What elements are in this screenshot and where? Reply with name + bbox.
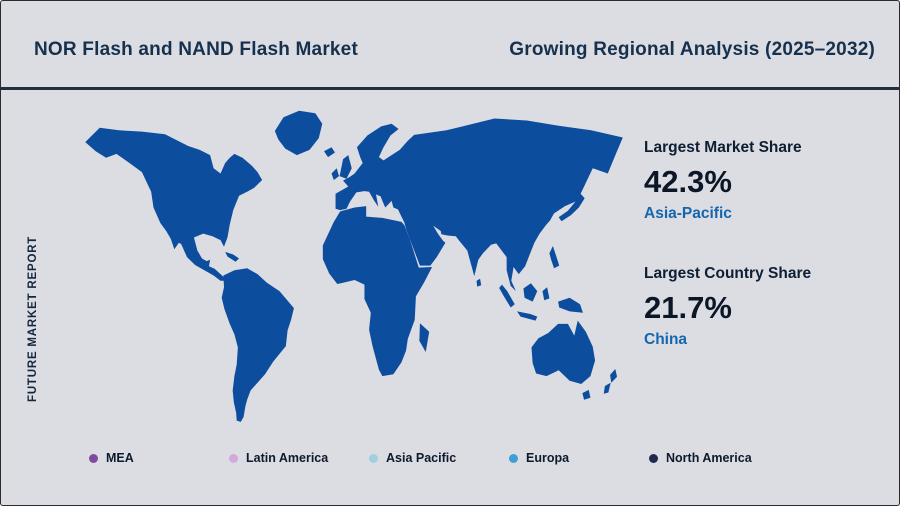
stat-region: China xyxy=(644,331,688,348)
island-cuba xyxy=(225,251,240,262)
island-sumatra xyxy=(499,284,515,308)
stat-label: Largest Country Share xyxy=(644,265,812,282)
page-title: NOR Flash and NAND Flash Market xyxy=(34,39,358,60)
legend-label: MEA xyxy=(106,451,134,465)
legend-label: Latin America xyxy=(246,451,329,465)
legend-dot-icon xyxy=(229,453,238,463)
brand-watermark: FUTURE MARKET REPORT xyxy=(27,235,39,403)
header-divider xyxy=(1,87,899,90)
island-java xyxy=(517,311,538,321)
legend-item-latin-america: Latin America xyxy=(229,451,369,465)
island-sulawesi xyxy=(542,287,550,301)
island-borneo xyxy=(523,283,538,302)
legend-dot-icon xyxy=(649,453,658,463)
island-japan xyxy=(558,193,585,222)
legend-label: North America xyxy=(666,451,752,465)
island-new-guinea xyxy=(558,297,583,313)
legend-dot-icon xyxy=(369,453,378,463)
world-map-svg xyxy=(85,110,623,422)
island-iceland xyxy=(323,147,335,158)
world-map xyxy=(61,95,639,435)
island-madagascar xyxy=(419,323,430,352)
continent-south-america xyxy=(221,268,294,422)
continent-africa xyxy=(322,206,433,377)
continent-eurasia xyxy=(335,118,623,292)
island-philippines xyxy=(549,246,560,269)
stat-value: 21.7% xyxy=(644,290,732,325)
island-greenland xyxy=(274,110,323,156)
legend-item-europa: Europa xyxy=(509,451,649,465)
continent-australia xyxy=(531,320,596,384)
legend-dot-icon xyxy=(89,453,98,463)
legend-item-north-america: North America xyxy=(649,451,789,465)
island-new-zealand-south xyxy=(603,382,611,394)
island-ireland xyxy=(331,168,340,180)
legend-item-asia-pacific: Asia Pacific xyxy=(369,451,509,465)
stats-panel: Largest Market Share 42.3% Asia-Pacific … xyxy=(644,139,889,349)
continents xyxy=(85,110,623,422)
continent-north-america xyxy=(85,127,263,281)
stat-largest-country-share: Largest Country Share 21.7% China xyxy=(644,265,889,349)
stat-largest-market-share: Largest Market Share 42.3% Asia-Pacific xyxy=(644,139,889,223)
header: NOR Flash and NAND Flash Market Growing … xyxy=(1,1,899,61)
stat-label: Largest Market Share xyxy=(644,139,802,156)
island-tasmania xyxy=(582,389,591,400)
legend-label: Asia Pacific xyxy=(386,451,457,465)
stat-value: 42.3% xyxy=(644,164,732,199)
legend-item-mea: MEA xyxy=(89,451,229,465)
island-sri-lanka xyxy=(476,278,482,287)
legend-label: Europa xyxy=(526,451,570,465)
stat-region: Asia-Pacific xyxy=(644,205,732,222)
island-uk xyxy=(339,155,352,179)
page-subtitle: Growing Regional Analysis (2025–2032) xyxy=(509,39,875,60)
island-new-zealand-north xyxy=(610,368,618,383)
legend-dot-icon xyxy=(509,453,518,463)
legend: MEA Latin America Asia Pacific Europa No… xyxy=(89,451,789,465)
